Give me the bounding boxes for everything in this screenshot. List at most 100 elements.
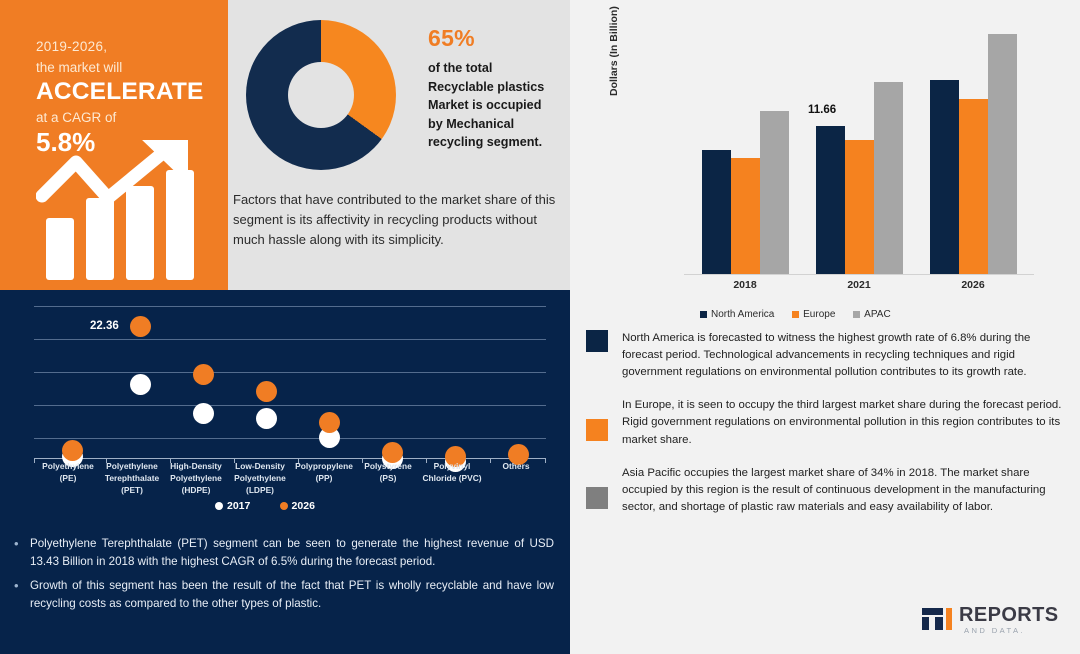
legend-item-apac: APAC [853,309,891,320]
y-axis-label: Dollars (In Billion) [608,6,620,96]
reports-and-data-logo[interactable]: REPORTS AND DATA. [922,604,1067,640]
gridline [34,339,546,340]
bar-2021-apac [874,82,903,274]
logo-tagline: AND DATA. [964,626,1025,635]
gridline [34,405,546,406]
percent-value: 65% [428,25,475,51]
bar-chart-legend: North America Europe APAC [700,309,906,320]
dot-2017-pp [319,427,340,448]
bar-plot-area: 11.66 2018 2021 2026 [684,24,1034,291]
dot-2026-pp [319,412,340,433]
x-label-2026: 2026 [961,279,985,291]
dot-2026-ldpe [256,381,277,402]
list-item: • Polyethylene Terephthalate (PET) segme… [14,535,554,570]
list-item: North America is forecasted to witness t… [586,330,1068,381]
dot-plot-category-labels: Polyethylene (PE) Polyethylene Terephthala… [34,456,546,508]
bar-2018-apac [760,111,789,274]
note-swatch-north-america [586,330,608,352]
note-text-apac: Asia Pacific occupies the largest market… [622,466,1046,513]
insight-bullet-list: • Polyethylene Terephthalate (PET) segme… [14,535,554,619]
legend-label-north-america: North America [711,309,775,320]
cagr-panel: 2019-2026, the market will ACCELERATE at… [0,0,228,290]
legend-swatch-apac [853,310,861,318]
legend-marker-2017 [215,502,223,511]
logo-wordmark: REPORTS [959,604,1059,626]
list-item: Asia Pacific occupies the largest market… [586,465,1068,516]
donut-hole [288,62,354,128]
dot-2026-pe [62,440,83,461]
note-swatch-apac [586,486,608,509]
bar-2018-europe [731,158,760,274]
bar-2021-north-america [816,126,845,274]
mechanical-recycling-donut-chart [246,20,396,170]
product-type-panel: 22.36 Polyethylene (PE) Polyethylene Terep… [0,290,570,654]
logo-r-mark-icon [922,608,952,630]
dot-2026-ps [382,442,403,463]
cat-label-pp: Polypropylene (PP) [295,461,353,484]
legend-item-europe: Europe [792,309,835,320]
legend-item-north-america: North America [700,309,774,320]
note-text-europe: In Europe, it is seen to occupy the thir… [622,399,1062,446]
axis-tick [170,458,171,463]
legend-label-2017: 2017 [227,500,251,512]
legend-swatch-north-america [700,310,707,318]
growth-arrow-chart-icon [36,140,194,280]
cat-label-pe: Polyethylene (PE) [42,461,94,484]
axis-tick [362,458,363,463]
right-column: Dollars (In Billion) 11.66 2018 2021 2 [572,0,1080,654]
bullet-dot-icon: • [14,578,19,594]
bar-2021-europe [845,140,874,274]
factors-paragraph: Factors that have contributed to the mar… [233,192,556,247]
legend-label-apac: APAC [864,309,891,320]
region-notes-list: North America is forecasted to witness t… [586,330,1068,532]
cat-label-ps: Polystyrene (PS) [364,461,412,484]
x-axis-baseline [684,274,1034,275]
cagr-accelerate: ACCELERATE [36,78,204,106]
axis-tick [234,458,235,463]
dot-2017-ldpe [256,408,277,429]
x-label-2021: 2021 [847,279,871,291]
left-column: 2019-2026, the market will ACCELERATE at… [0,0,570,654]
cagr-line-2: the market will [36,59,123,75]
dot-plot-legend: 2017 2026 [215,500,315,512]
gridline [34,306,546,307]
cagr-text-block: 2019-2026, the market will ACCELERATE at… [36,39,221,158]
dot-2017-hdpe [193,403,214,424]
bar-value-label: 11.66 [808,104,837,116]
note-text-north-america: North America is forecasted to witness t… [622,332,1031,379]
donut-panel: 65% of the total Recyclable plastics Mar… [228,0,570,290]
cat-label-hdpe: High-Density Polyethylene (HDPE) [170,461,222,496]
cagr-value: 5.8% [36,127,96,158]
legend-swatch-europe [792,310,800,318]
axis-tick [545,458,546,463]
legend-marker-2026 [279,502,288,511]
dot-value-callout: 22.36 [90,320,119,332]
regional-bar-chart: Dollars (In Billion) 11.66 2018 2021 2 [608,6,1052,324]
dot-plot-axis [34,458,546,459]
percent-callout: 65% of the total Recyclable plastics Mar… [428,25,558,152]
axis-tick [426,458,427,463]
x-label-2018: 2018 [733,279,757,291]
cat-label-others: Others [502,461,530,471]
bar-2026-north-america [930,80,959,274]
dot-2017-pet [130,374,151,395]
dot-2026-pet [130,316,151,337]
cat-label-pet: Polyethylene Terephthalate (PET) [104,461,160,496]
percent-description: of the total Recyclable plastics Market … [428,61,545,149]
list-item: • Growth of this segment has been the re… [14,577,554,612]
list-item: In Europe, it is seen to occupy the thir… [586,397,1068,448]
dot-2026-hdpe [193,364,214,385]
cagr-line-4: at a CAGR of [36,109,117,125]
bullet-text: Growth of this segment has been the resu… [30,579,554,610]
axis-tick [490,458,491,463]
bullet-dot-icon: • [14,536,19,551]
axis-tick [298,458,299,463]
cat-label-ldpe: Low-Density Polyethylene (LDPE) [234,461,286,496]
cagr-years: 2019-2026, [36,39,108,54]
gridline [34,372,546,373]
gridline [34,438,546,439]
dot-plot-chart: 22.36 [34,296,546,472]
dot-2026-others [508,444,529,465]
axis-tick [34,458,35,463]
